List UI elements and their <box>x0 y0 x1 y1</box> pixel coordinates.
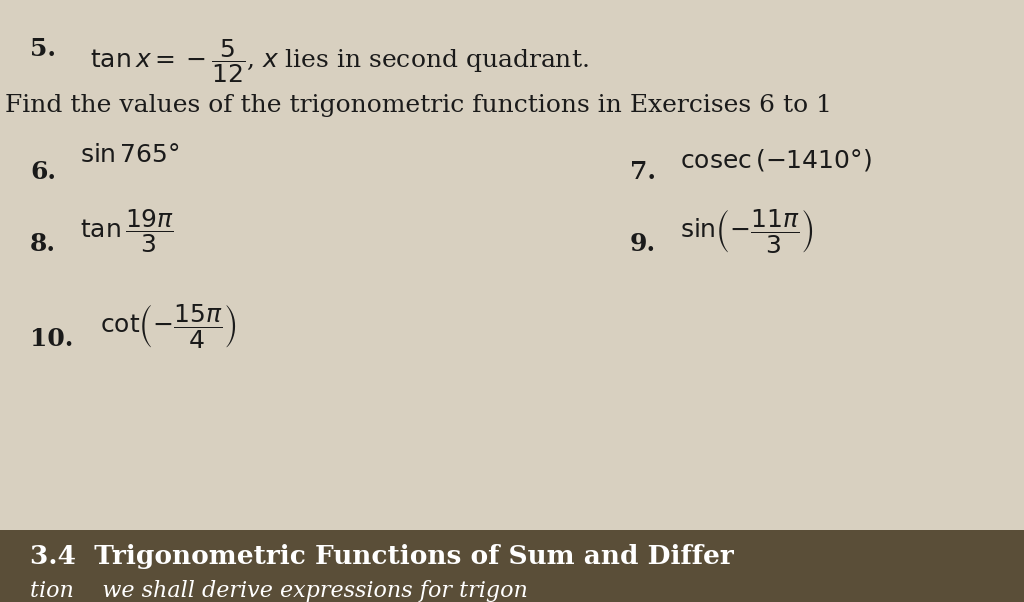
Text: 3.4  Trigonometric Functions of Sum and Differ: 3.4 Trigonometric Functions of Sum and D… <box>30 544 734 569</box>
Text: 8.: 8. <box>30 232 56 256</box>
Text: Find the values of the trigonometric functions in Exercises 6 to 1: Find the values of the trigonometric fun… <box>5 94 831 117</box>
Text: $\sin 765°$: $\sin 765°$ <box>80 144 180 167</box>
FancyBboxPatch shape <box>0 530 1024 602</box>
Text: $\tan\dfrac{19\pi}{3}$: $\tan\dfrac{19\pi}{3}$ <box>80 207 174 255</box>
Text: tion    we shall derive expressions for trigon: tion we shall derive expressions for tri… <box>30 580 528 602</box>
Text: $\cot\!\left(-\dfrac{15\pi}{4}\right)$: $\cot\!\left(-\dfrac{15\pi}{4}\right)$ <box>100 302 237 350</box>
Text: 7.: 7. <box>630 160 656 184</box>
Text: $\tan x = -\dfrac{5}{12}$, $x$ lies in second quadrant.: $\tan x = -\dfrac{5}{12}$, $x$ lies in s… <box>90 37 589 85</box>
Text: 10.: 10. <box>30 327 74 351</box>
Text: 6.: 6. <box>30 160 56 184</box>
Text: 9.: 9. <box>630 232 656 256</box>
Text: $\sin\!\left(-\dfrac{11\pi}{3}\right)$: $\sin\!\left(-\dfrac{11\pi}{3}\right)$ <box>680 207 813 255</box>
Text: $\mathrm{cosec}\,(-1410°)$: $\mathrm{cosec}\,(-1410°)$ <box>680 147 871 173</box>
Text: 5.: 5. <box>30 37 56 61</box>
